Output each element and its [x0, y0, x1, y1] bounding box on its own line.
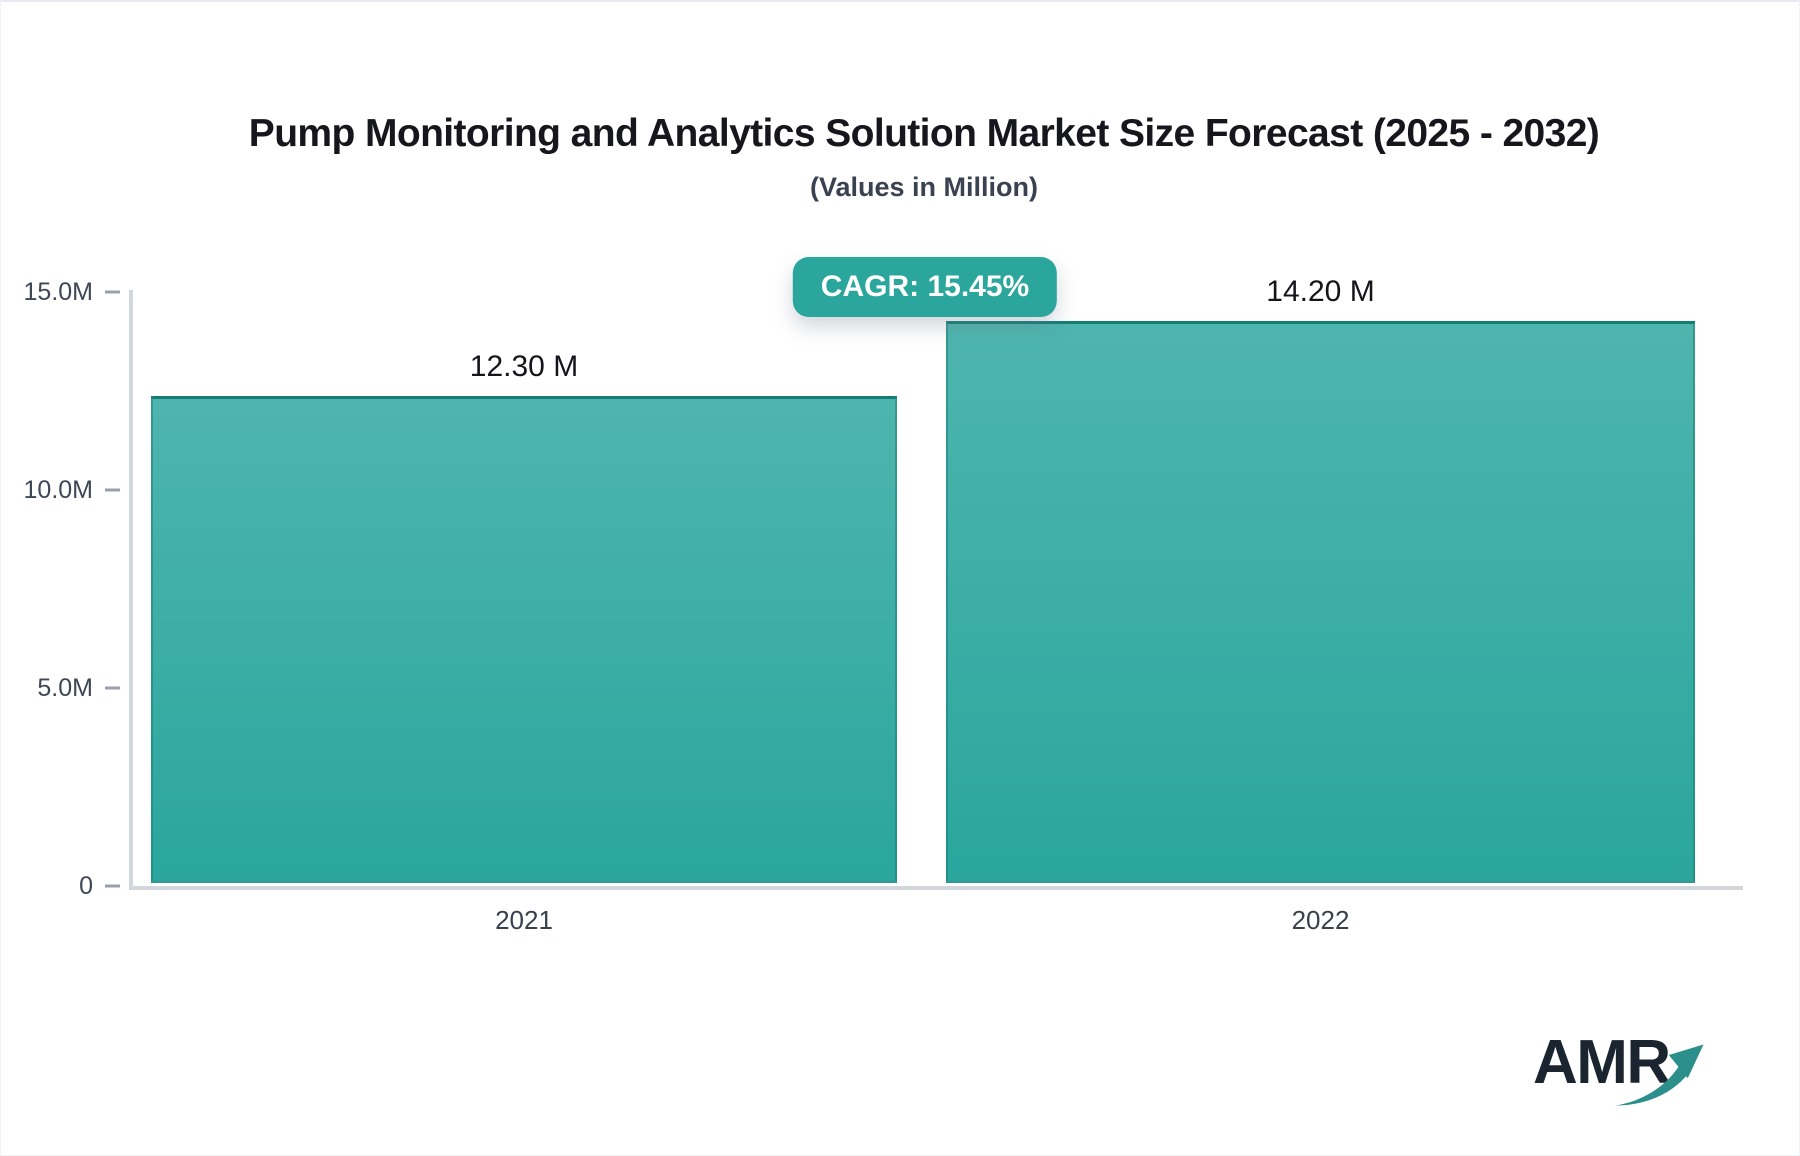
- bar-2022: 14.20 M: [946, 275, 1695, 883]
- bar-rect: [151, 396, 897, 883]
- cagr-badge: CAGR: 15.45%: [792, 257, 1058, 317]
- y-tick-label: 10.0M: [1, 475, 120, 505]
- tick-mark: [105, 290, 120, 294]
- bar-2021: 12.30 M: [151, 350, 897, 883]
- y-tick-label: 5.0M: [1, 673, 120, 703]
- x-axis-label-2021: 2021: [495, 905, 553, 935]
- chart-subtitle: (Values in Million): [809, 172, 1039, 202]
- chart-title: Pump Monitoring and Analytics Solution M…: [248, 112, 1600, 155]
- x-axis-line: [129, 886, 1743, 890]
- y-tick-label: 0: [1, 871, 120, 901]
- amr-logo: AMR: [1533, 1032, 1723, 1122]
- x-axis-label-2022: 2022: [1291, 905, 1350, 935]
- amr-logo-text: AMR: [1533, 1028, 1671, 1097]
- y-tick-label: 15.0M: [1, 277, 120, 307]
- y-axis-line: [129, 290, 133, 890]
- bar-rect: [946, 321, 1695, 883]
- bar-value-label: 12.30 M: [469, 350, 579, 383]
- bar-value-label: 14.20 M: [1266, 275, 1375, 308]
- tick-mark: [105, 686, 120, 690]
- growth-arrow-icon: [1615, 1044, 1704, 1106]
- tick-mark: [105, 884, 120, 888]
- tick-mark: [105, 488, 120, 492]
